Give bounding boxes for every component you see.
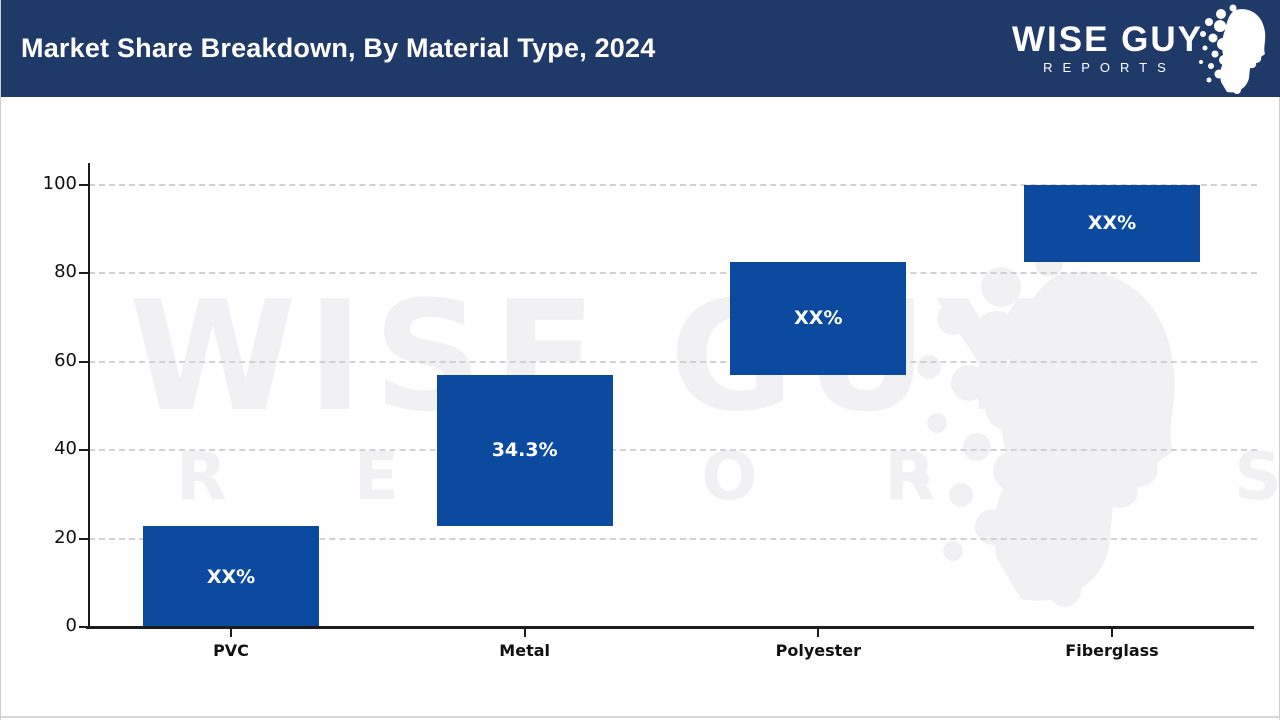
x-axis-spine [86,626,1254,629]
bar-value-label: XX% [1087,212,1137,235]
bar-value-label: 34.3% [491,439,558,462]
x-tick-3 [1111,629,1113,637]
footer-divider [1,716,1280,718]
gridline-100 [89,184,1257,186]
y-tick-label-60: 60 [54,349,77,371]
gridline-20 [89,537,1257,540]
brand-logo: WISE GUY REPORTS [1012,0,1269,97]
x-category-label-0: PVC [213,641,249,660]
bar-metal: 34.3% [436,374,613,527]
bar-fiberglass: XX% [1024,185,1200,262]
x-tick-2 [817,629,820,637]
y-tick-label-40: 40 [54,438,77,460]
bar-value-label: XX% [794,307,843,330]
page-title: Market Share Breakdown, By Material Type… [21,33,656,63]
x-tick-1 [523,629,526,637]
y-tick-label-20: 20 [54,526,77,548]
bar-pvc: XX% [143,526,319,627]
y-tick-0 [79,626,89,628]
x-category-label-2: Polyester [775,641,862,660]
gridline-80 [89,272,1257,275]
header-bar: Market Share Breakdown, By Material Type… [1,0,1280,97]
face-profile-icon [1199,4,1266,94]
y-tick-60 [79,360,89,363]
y-tick-label-0: 0 [65,615,77,636]
y-tick-40 [79,449,89,452]
x-tick-0 [230,629,232,637]
y-tick-label-80: 80 [54,261,77,283]
brand-logo-text: WISE GUY REPORTS [1011,20,1203,76]
gridline-60 [89,360,1257,363]
x-category-label-1: Metal [499,641,550,660]
gridline-40 [89,449,1257,452]
y-tick-100 [79,184,89,186]
x-category-label-3: Fiberglass [1065,641,1159,660]
y-tick-label-100: 100 [42,173,77,194]
brand-name: WISE GUY [1011,20,1203,59]
bar-polyester: XX% [730,261,907,375]
bar-value-label: XX% [206,565,256,588]
y-tick-20 [79,537,89,540]
y-tick-80 [79,272,89,275]
y-axis-spine [88,163,90,629]
brand-subtitle: REPORTS [1043,60,1176,75]
